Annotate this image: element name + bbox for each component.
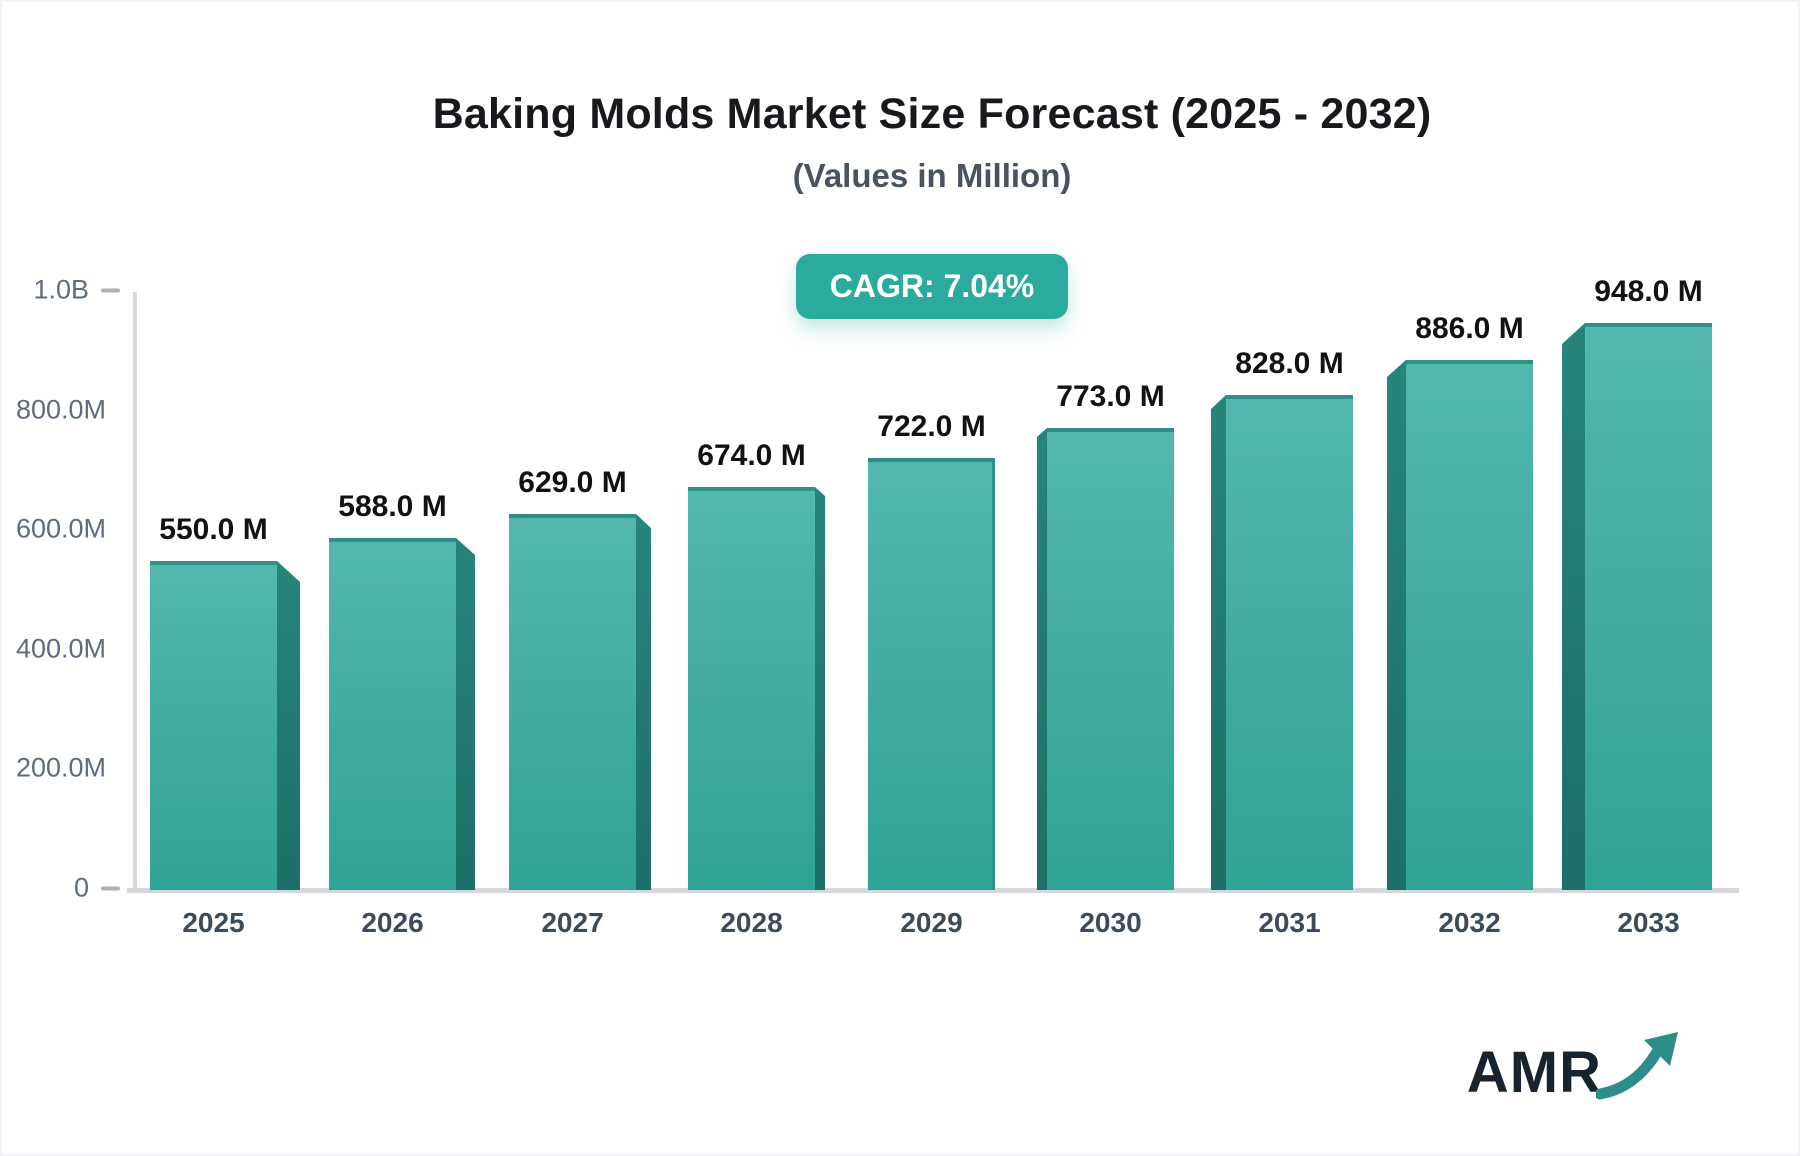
bar-2027 [509, 514, 636, 890]
x-tick-label-2031: 2031 [1258, 907, 1321, 938]
value-label-2027: 629.0 M [518, 466, 627, 499]
bar-side-face-2033 [1562, 323, 1585, 890]
y-tick-dash-icon [101, 886, 120, 890]
value-label-2032: 886.0 M [1415, 312, 1524, 345]
bar-2030 [1047, 428, 1174, 890]
bar-2026 [329, 538, 456, 890]
bar-side-face-2025 [277, 561, 300, 890]
y-tick-label: 1.0B [33, 274, 89, 305]
x-tick-label-2028: 2028 [720, 907, 783, 938]
value-label-2025: 550.0 M [159, 513, 268, 546]
y-tick-0: 0 [74, 873, 120, 904]
bar-2029 [868, 458, 995, 890]
x-tick-label-2027: 2027 [541, 907, 604, 938]
chart-title: Baking Molds Market Size Forecast (2025 … [432, 90, 1432, 138]
value-label-2031: 828.0 M [1235, 347, 1344, 380]
y-tick-dash-icon [101, 288, 120, 292]
amr-logo-text: AMR [1466, 1040, 1602, 1105]
amr-logo: AMR [1467, 1028, 1688, 1102]
bar-2025 [150, 561, 277, 890]
growth-arrow-icon [1596, 1032, 1678, 1100]
chart-subtitle: (Values in Million) [792, 157, 1072, 194]
y-axis-line [133, 292, 137, 890]
y-tick-label: 200.0M [15, 752, 106, 783]
y-tick-1.0B: 1.0B [33, 275, 120, 306]
x-tick-label-2025: 2025 [182, 907, 245, 938]
bar-2033 [1585, 323, 1712, 890]
value-label-2026: 588.0 M [338, 490, 447, 523]
x-tick-label-2032: 2032 [1438, 907, 1501, 938]
x-axis-baseline [127, 888, 1739, 893]
x-tick-label-2033: 2033 [1617, 907, 1680, 938]
bar-side-face-2032 [1387, 360, 1406, 890]
cagr-badge-row: CAGR: 7.04% [62, 254, 1798, 319]
y-tick-800.0M: 800.0M [16, 394, 120, 425]
bar-side-face-2031 [1211, 395, 1226, 890]
bar-2028 [688, 487, 815, 890]
bar-side-face-2026 [456, 538, 475, 890]
y-tick-label: 0 [73, 872, 89, 903]
y-tick-label: 800.0M [15, 394, 106, 425]
y-tick-label: 600.0M [15, 513, 106, 544]
chart-header: Baking Molds Market Size Forecast (2025 … [62, 90, 1798, 195]
bar-side-face-2028 [815, 487, 825, 890]
bar-2032 [1406, 360, 1533, 890]
x-tick-label-2026: 2026 [361, 907, 424, 938]
value-label-2030: 773.0 M [1056, 380, 1165, 413]
cagr-badge: CAGR: 7.04% [795, 254, 1069, 319]
x-tick-label-2030: 2030 [1079, 907, 1142, 938]
y-tick-label: 400.0M [15, 633, 106, 664]
bar-side-face-2027 [636, 514, 651, 890]
value-label-2033: 948.0 M [1594, 275, 1703, 308]
x-tick-label-2029: 2029 [900, 907, 963, 938]
y-tick-400.0M: 400.0M [16, 633, 120, 664]
bar-side-face-2030 [1037, 428, 1047, 890]
value-label-2028: 674.0 M [697, 439, 806, 472]
y-tick-600.0M: 600.0M [16, 514, 120, 545]
y-tick-200.0M: 200.0M [16, 753, 120, 784]
bar-2031 [1226, 395, 1353, 890]
value-label-2029: 722.0 M [877, 410, 986, 443]
